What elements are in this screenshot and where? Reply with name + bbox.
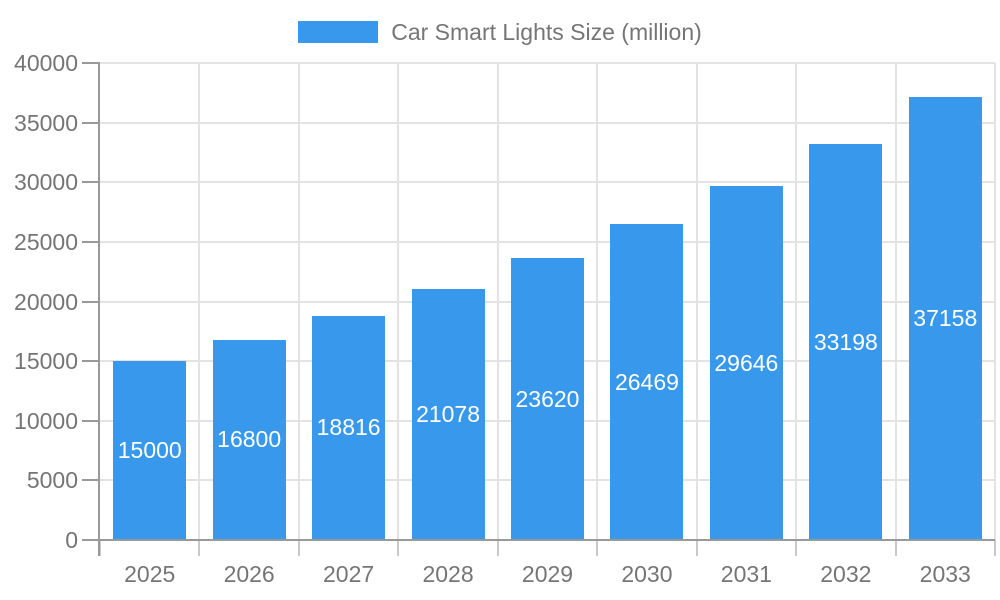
legend-label: Car Smart Lights Size (million) <box>391 19 702 45</box>
y-tick <box>82 240 100 243</box>
bar-value-label: 37158 <box>913 304 978 331</box>
y-tick <box>82 181 100 184</box>
y-axis-label: 5000 <box>26 467 78 494</box>
bar[interactable]: 33198 <box>809 144 883 540</box>
y-gridline <box>100 181 995 184</box>
bar[interactable]: 18816 <box>312 315 386 540</box>
bar-value-label: 29646 <box>714 349 779 376</box>
bar-value-label: 23620 <box>515 385 580 412</box>
x-gridline <box>297 63 300 540</box>
bar[interactable]: 29646 <box>709 186 783 540</box>
x-axis-label: 2030 <box>621 561 673 587</box>
bar[interactable]: 16800 <box>212 339 286 540</box>
y-tick <box>82 539 100 541</box>
y-axis-label: 35000 <box>14 109 78 136</box>
legend-swatch-icon <box>298 21 379 43</box>
x-axis-label: 2029 <box>521 561 574 587</box>
y-gridline <box>100 121 995 124</box>
y-axis-label: 0 <box>65 527 78 553</box>
y-axis-label: 20000 <box>14 288 78 315</box>
bar-value-label: 16800 <box>217 426 282 453</box>
x-axis-label: 2031 <box>720 561 772 587</box>
bar-value-label: 18816 <box>316 414 381 441</box>
y-axis-line <box>98 63 100 556</box>
y-tick <box>82 419 100 422</box>
y-axis-label: 30000 <box>14 169 78 196</box>
bar-value-label: 33198 <box>813 328 878 355</box>
x-gridline <box>894 63 897 540</box>
y-tick <box>82 300 100 303</box>
bar[interactable]: 21078 <box>411 288 485 540</box>
x-axis-label: 2028 <box>422 561 474 587</box>
x-tick <box>198 540 201 556</box>
y-axis-label: 40000 <box>14 50 78 76</box>
y-gridline <box>100 62 995 64</box>
y-tick <box>82 479 100 482</box>
x-tick <box>596 540 599 556</box>
bar-value-label: 15000 <box>117 437 182 464</box>
y-axis-label: 25000 <box>14 228 78 255</box>
x-tick <box>397 540 400 556</box>
x-gridline <box>496 63 499 540</box>
x-gridline <box>596 63 599 540</box>
x-axis-label: 2025 <box>124 561 176 587</box>
x-tick <box>496 540 499 556</box>
y-tick <box>82 121 100 124</box>
x-gridline <box>397 63 400 540</box>
x-tick <box>994 540 996 556</box>
x-gridline <box>994 63 996 540</box>
x-axis-label: 2027 <box>323 561 375 587</box>
y-axis-label: 10000 <box>14 407 78 434</box>
bar[interactable]: 15000 <box>113 361 187 540</box>
legend-item[interactable]: Car Smart Lights Size (million) <box>0 18 1000 46</box>
x-tick <box>695 540 698 556</box>
x-tick <box>795 540 798 556</box>
x-axis-label: 2033 <box>919 561 971 587</box>
x-gridline <box>198 63 201 540</box>
bar[interactable]: 23620 <box>511 258 584 540</box>
y-tick <box>82 62 100 64</box>
x-tick <box>99 540 101 556</box>
x-gridline <box>795 63 798 540</box>
y-axis-label: 15000 <box>14 348 78 375</box>
bar[interactable]: 26469 <box>610 224 684 540</box>
x-gridline <box>695 63 698 540</box>
bar[interactable]: 37158 <box>908 96 982 540</box>
y-gridline <box>100 240 995 243</box>
x-axis-label: 2032 <box>820 561 872 587</box>
x-tick <box>894 540 897 556</box>
bar-value-label: 21078 <box>416 400 481 427</box>
x-axis-line <box>100 539 995 541</box>
bar-value-label: 26469 <box>614 368 679 395</box>
x-tick <box>297 540 300 556</box>
y-tick <box>82 360 100 363</box>
x-axis-label: 2026 <box>223 561 275 587</box>
